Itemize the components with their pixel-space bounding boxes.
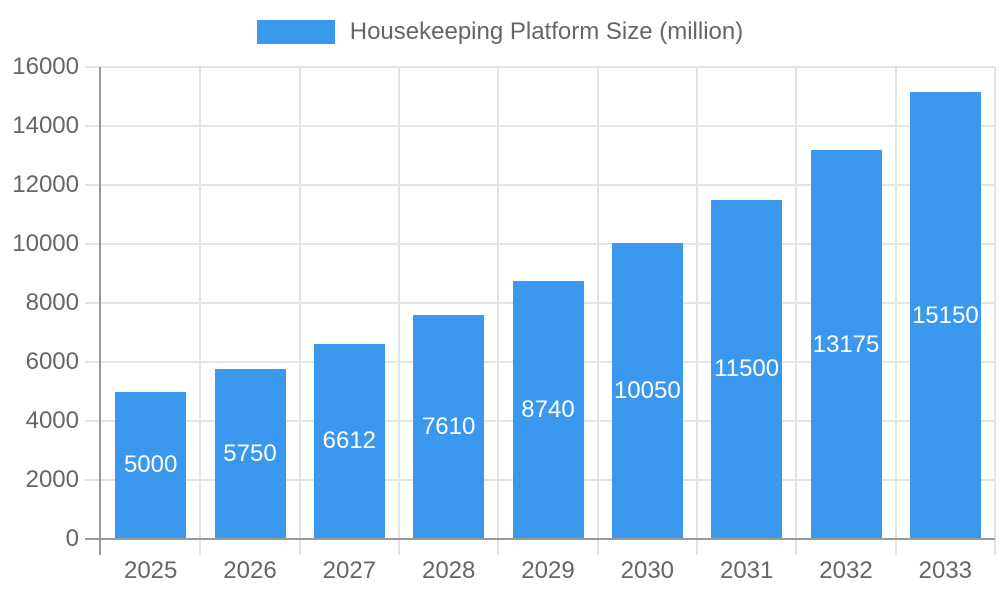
x-axis-tick-label: 2029 xyxy=(521,557,575,584)
x-axis-tick-label: 2033 xyxy=(918,557,973,584)
legend-color-swatch xyxy=(256,20,335,44)
legend-label: Housekeeping Platform Size (million) xyxy=(349,18,744,45)
y-axis-tick xyxy=(85,184,101,186)
y-axis-line xyxy=(99,67,101,555)
bar-value-label: 5750 xyxy=(223,440,277,468)
bar-value-label: 5000 xyxy=(123,451,178,479)
bar xyxy=(214,369,286,539)
bar-value-label: 6612 xyxy=(322,427,377,455)
h-gridline xyxy=(101,125,995,127)
y-axis-tick xyxy=(85,66,101,68)
y-axis-tick-label: 6000 xyxy=(25,348,79,375)
x-axis-tick-label: 2030 xyxy=(620,557,675,584)
y-axis-tick-label: 10000 xyxy=(12,230,79,257)
y-axis-tick-label: 0 xyxy=(65,525,79,552)
bar-value-label: 8740 xyxy=(521,396,575,424)
bar xyxy=(512,281,584,539)
y-axis-tick-label: 12000 xyxy=(12,171,79,198)
bar xyxy=(611,242,683,539)
legend-item[interactable]: Housekeeping Platform Size (million) xyxy=(0,20,1000,44)
v-gridline xyxy=(795,67,798,555)
bar xyxy=(711,199,783,539)
v-gridline xyxy=(994,67,996,555)
v-gridline xyxy=(497,67,500,555)
bar-value-label: 7610 xyxy=(421,412,476,440)
x-axis-tick-label: 2032 xyxy=(819,557,873,584)
v-gridline xyxy=(894,67,897,555)
x-axis-tick-label: 2025 xyxy=(123,557,178,584)
x-axis-tick-label: 2031 xyxy=(719,557,774,584)
x-axis-tick-label: 2027 xyxy=(322,557,377,584)
y-axis-tick-label: 8000 xyxy=(25,289,79,316)
h-gridline xyxy=(101,66,995,68)
bar xyxy=(909,92,981,539)
y-axis-tick-label: 2000 xyxy=(25,466,79,493)
v-gridline xyxy=(696,67,698,555)
v-gridline xyxy=(298,67,301,555)
y-axis-tick-label: 4000 xyxy=(25,407,79,434)
y-axis-tick xyxy=(85,125,101,127)
v-gridline xyxy=(398,67,400,555)
y-axis-tick-label: 16000 xyxy=(12,53,79,80)
y-axis-tick-label: 14000 xyxy=(12,112,79,139)
y-axis-tick xyxy=(85,361,101,363)
y-axis-tick xyxy=(85,243,101,245)
x-axis-line xyxy=(85,538,995,540)
x-axis-tick-label: 2026 xyxy=(223,557,277,584)
bar-value-label: 13175 xyxy=(812,330,880,358)
y-axis-tick xyxy=(85,420,101,422)
h-gridline xyxy=(101,243,995,245)
y-axis-tick xyxy=(85,302,101,304)
bar-value-label: 10050 xyxy=(613,376,681,404)
bar xyxy=(413,314,485,539)
v-gridline xyxy=(596,67,599,555)
bar xyxy=(313,343,385,539)
y-axis-tick xyxy=(85,479,101,481)
bar xyxy=(810,150,882,539)
bar-value-label: 11500 xyxy=(714,355,780,383)
bar xyxy=(115,391,187,539)
bar-value-label: 15150 xyxy=(911,301,979,329)
h-gridline xyxy=(101,184,995,186)
x-axis-tick-label: 2028 xyxy=(421,557,476,584)
v-gridline xyxy=(199,67,202,555)
